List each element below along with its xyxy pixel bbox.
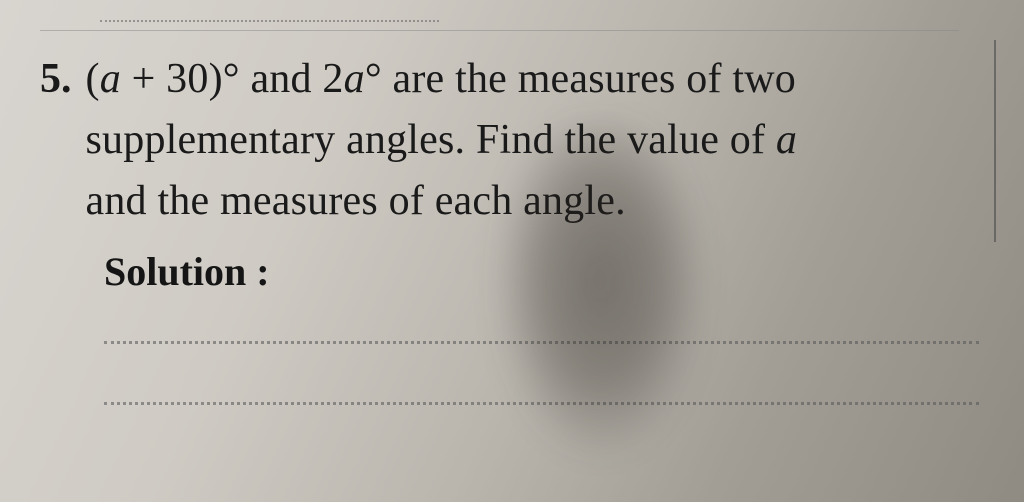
text-segment: ° are the measures of two <box>365 56 796 102</box>
text-segment: supplementary angles. Find the value of <box>86 117 776 163</box>
text-segment: and the measures of each angle. <box>86 178 626 224</box>
problem-text: (a + 30)° and 2a° are the measures of tw… <box>86 49 798 232</box>
right-margin-rule <box>994 40 996 242</box>
text-segment: + 30)° and 2 <box>121 56 344 102</box>
problem-number: 5. <box>40 49 72 108</box>
horizontal-rule <box>40 30 959 31</box>
problem-block: 5. (a + 30)° and 2a° are the measures of… <box>40 49 939 232</box>
answer-rule-2 <box>104 402 979 405</box>
top-dotted-rule <box>100 20 439 22</box>
text-segment: ( <box>86 56 100 102</box>
variable-a: a <box>776 117 797 163</box>
variable-a: a <box>344 56 365 102</box>
textbook-page: 5. (a + 30)° and 2a° are the measures of… <box>0 0 1024 502</box>
answer-rule-1 <box>104 341 979 344</box>
variable-a: a <box>100 56 121 102</box>
solution-label: Solution : <box>104 248 999 295</box>
